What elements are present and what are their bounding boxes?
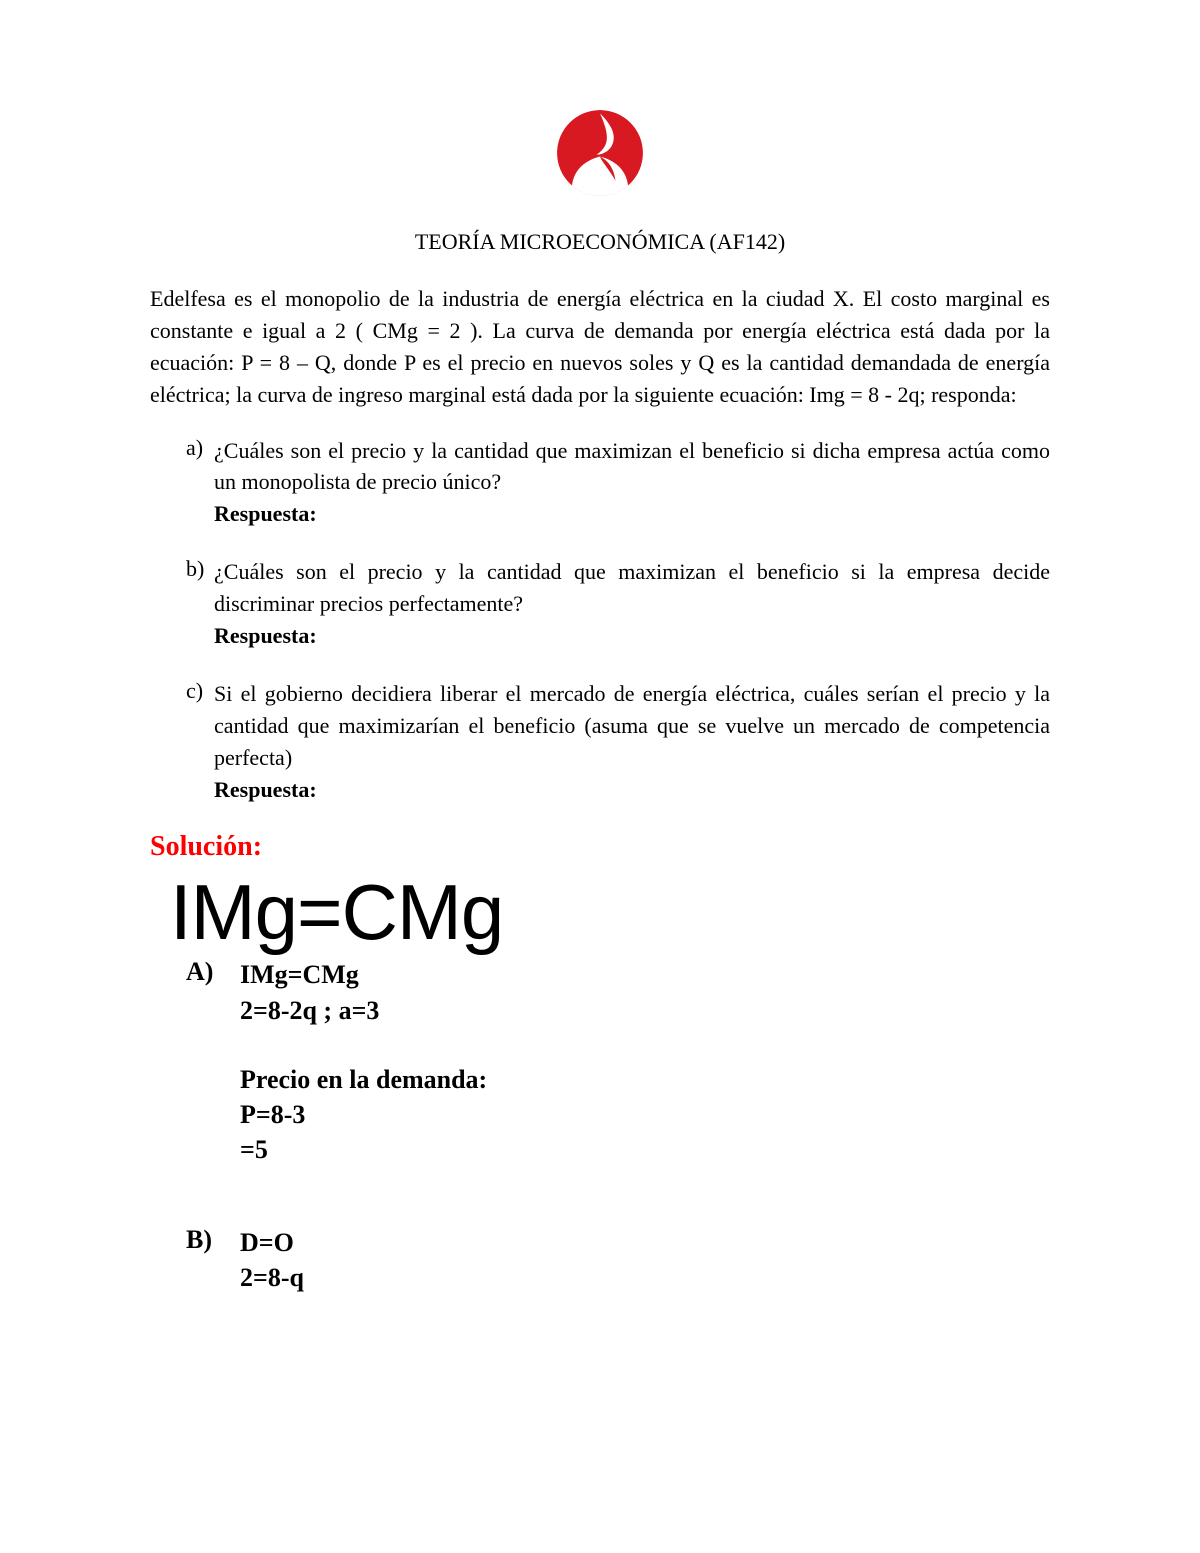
question-letter: a): [186, 435, 214, 531]
question-c: c) Si el gobierno decidiera liberar el m…: [186, 678, 1050, 806]
question-a: a) ¿Cuáles son el precio y la cantidad q…: [186, 435, 1050, 531]
respuesta-label: Respuesta:: [214, 623, 317, 648]
question-b: b) ¿Cuáles son el precio y la cantidad q…: [186, 556, 1050, 652]
big-equation: IMg=CMg: [170, 873, 1050, 951]
answer-b: B) D=O 2=8-q: [186, 1225, 1050, 1295]
answer-letter: A): [186, 957, 240, 1166]
question-letter: b): [186, 556, 214, 652]
intro-paragraph: Edelfesa es el monopolio de la industria…: [150, 283, 1050, 411]
questions-list: a) ¿Cuáles son el precio y la cantidad q…: [150, 435, 1050, 806]
logo-container: [150, 110, 1050, 201]
question-body: Si el gobierno decidiera liberar el merc…: [214, 678, 1050, 806]
answer-a: A) IMg=CMg 2=8-2q ; a=3 Precio en la dem…: [186, 957, 1050, 1166]
question-body: ¿Cuáles son el precio y la cantidad que …: [214, 435, 1050, 531]
respuesta-label: Respuesta:: [214, 777, 317, 802]
question-text: ¿Cuáles son el precio y la cantidad que …: [214, 559, 1050, 616]
answer-body: D=O 2=8-q: [240, 1225, 304, 1295]
answer-line: 2=8-q: [240, 1260, 304, 1295]
question-letter: c): [186, 678, 214, 806]
upc-logo-icon: [557, 110, 643, 201]
question-text: ¿Cuáles son el precio y la cantidad que …: [214, 438, 1050, 495]
respuesta-label: Respuesta:: [214, 501, 317, 526]
answer-line: 2=8-2q ; a=3: [240, 993, 487, 1028]
question-body: ¿Cuáles son el precio y la cantidad que …: [214, 556, 1050, 652]
answer-line: =5: [240, 1132, 487, 1167]
solution-heading: Solución:: [150, 831, 1050, 863]
document-page: TEORÍA MICROECONÓMICA (AF142) Edelfesa e…: [0, 0, 1200, 1553]
course-title: TEORÍA MICROECONÓMICA (AF142): [150, 229, 1050, 255]
answer-line: IMg=CMg: [240, 957, 487, 992]
answer-letter: B): [186, 1225, 240, 1295]
answer-line: Precio en la demanda:: [240, 1062, 487, 1097]
question-text: Si el gobierno decidiera liberar el merc…: [214, 681, 1050, 770]
answer-line: D=O: [240, 1225, 304, 1260]
answer-body: IMg=CMg 2=8-2q ; a=3 Precio en la demand…: [240, 957, 487, 1166]
answer-line: P=8-3: [240, 1097, 487, 1132]
